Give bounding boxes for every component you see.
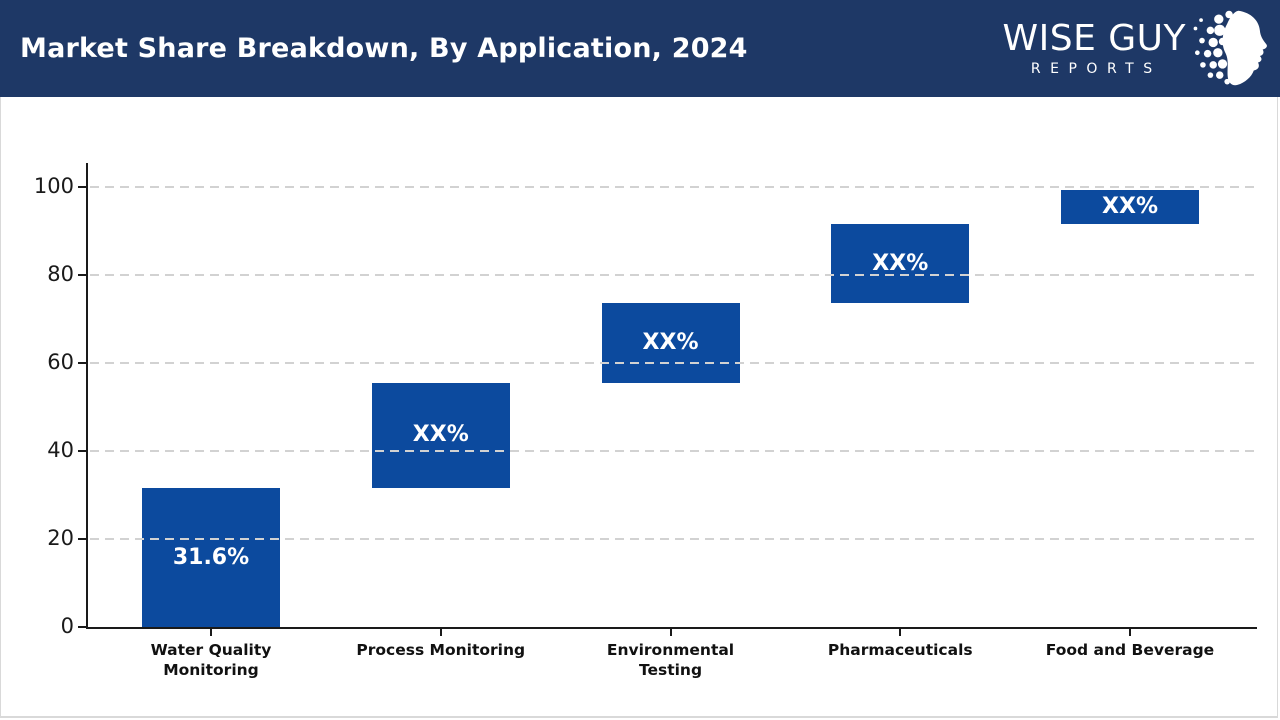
logo-wordmark: WISE GUY — [1002, 18, 1186, 59]
x-category-label-1: Water Quality Monitoring — [101, 640, 321, 680]
gridline-20 — [90, 538, 1257, 541]
bar-segment-1 — [142, 488, 280, 627]
y-tick-80 — [78, 274, 86, 277]
x-tick-2 — [439, 629, 442, 636]
x-category-line: Process Monitoring — [356, 641, 526, 659]
x-category-line: Monitoring — [163, 661, 259, 679]
x-category-label-5: Food and Beverage — [1020, 640, 1240, 660]
bar-segment-5 — [1061, 189, 1199, 225]
x-tick-4 — [899, 629, 902, 636]
y-tick-label-20: 20 — [47, 526, 74, 551]
gridline-80 — [90, 274, 1257, 277]
y-tick-100 — [78, 186, 86, 189]
header-bar: Market Share Breakdown, By Application, … — [0, 0, 1280, 97]
bar-value-label-1: 31.6% — [172, 544, 250, 570]
x-category-line: Environmental — [606, 641, 735, 659]
x-category-line: Water Quality — [150, 641, 272, 659]
page-title: Market Share Breakdown, By Application, … — [20, 33, 748, 64]
wiseguy-head-icon — [1193, 10, 1267, 85]
x-category-line: Food and Beverage — [1045, 641, 1215, 659]
bar-value-label-3: XX% — [642, 330, 699, 356]
logo-subtext: REPORTS — [1030, 61, 1162, 77]
gridline-40 — [90, 450, 1257, 453]
y-tick-label-60: 60 — [47, 350, 74, 375]
x-tick-1 — [210, 629, 212, 636]
x-category-label-2: Process Monitoring — [331, 640, 551, 660]
x-axis-spine — [86, 627, 1257, 629]
y-tick-label-80: 80 — [47, 262, 74, 287]
bar-segment-2 — [371, 382, 510, 489]
x-category-label-4: Pharmaceuticals — [790, 640, 1010, 660]
x-category-line: Pharmaceuticals — [827, 641, 973, 659]
x-tick-3 — [669, 629, 672, 636]
x-tick-5 — [1129, 629, 1131, 636]
wiseguy-logo: WISE GUY REPORTS — [1003, 0, 1273, 97]
bar-segment-3 — [601, 303, 740, 383]
y-tick-0 — [78, 626, 86, 628]
y-tick-20 — [78, 538, 86, 541]
y-tick-label-40: 40 — [47, 438, 74, 463]
bar-segment-4 — [831, 224, 970, 304]
x-category-line: Testing — [638, 661, 703, 679]
y-axis-spine — [86, 163, 88, 629]
x-category-label-3: Environmental Testing — [561, 640, 781, 680]
bar-value-label-4: XX% — [872, 250, 929, 276]
y-tick-label-0: 0 — [60, 614, 74, 638]
gridline-60 — [90, 362, 1257, 365]
y-tick-label-100: 100 — [33, 174, 74, 199]
y-tick-40 — [78, 450, 86, 453]
bar-value-label-2: XX% — [412, 422, 469, 448]
y-tick-60 — [78, 362, 86, 365]
gridline-100 — [90, 186, 1257, 189]
bar-value-label-5: XX% — [1102, 193, 1158, 219]
